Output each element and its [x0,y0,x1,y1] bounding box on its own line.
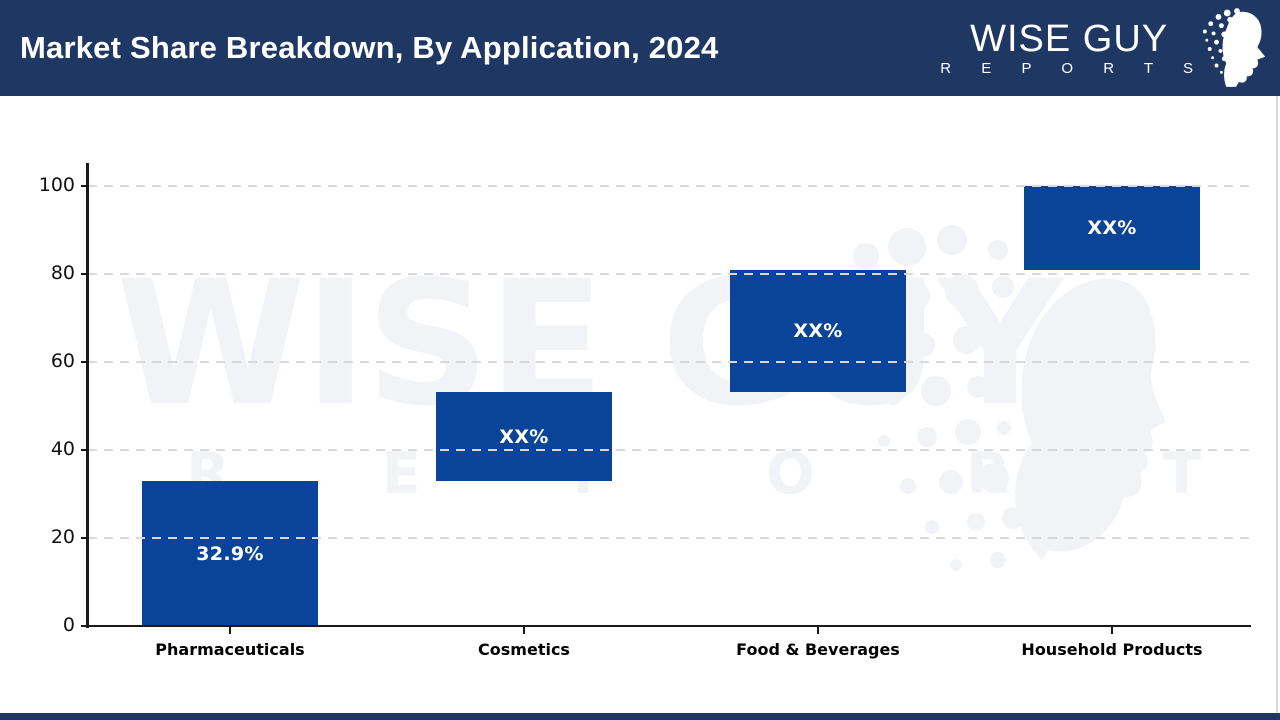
ytick-mark-80 [81,273,88,275]
gridline-100 [88,185,1251,187]
ytick-mark-20 [81,537,88,539]
category-label-food-beverages: Food & Beverages [736,640,900,659]
logo-text: WISE GUY R E P O R T S [932,20,1206,76]
bar-food-beverages: XX% [730,270,906,392]
xtick-mark-cosmetics [523,627,525,634]
category-label-household-products: Household Products [1021,640,1203,659]
footer-bar [0,713,1280,720]
gridline-60 [88,361,1251,363]
ytick-label-60: 60 [50,350,75,372]
bar-value-label: XX% [793,319,843,342]
category-label-pharmaceuticals: Pharmaceuticals [155,640,305,659]
xtick-mark-household-products [1111,627,1113,634]
y-axis-spine [86,163,89,628]
xtick-mark-pharmaceuticals [229,627,231,634]
bar-value-label: XX% [1087,217,1137,240]
header-bar: Market Share Breakdown, By Application, … [0,0,1280,96]
ytick-label-20: 20 [50,526,75,548]
bar-cosmetics: XX% [436,391,612,482]
gridline-40 [88,449,1251,451]
ytick-mark-100 [81,185,88,187]
ytick-mark-40 [81,449,88,451]
chart-title: Market Share Breakdown, By Application, … [20,30,719,65]
ytick-label-100: 100 [38,174,75,196]
wise-guy-reports-logo: WISE GUY R E P O R T S [932,8,1280,88]
logo-wiseguy-label: WISE GUY [970,18,1169,60]
logo-head-icon [1202,8,1266,87]
category-label-cosmetics: Cosmetics [478,640,570,659]
plot-right-border [1276,96,1278,713]
bar-household-products: XX% [1024,186,1200,271]
ytick-label-0: 0 [62,614,75,636]
xtick-mark-food-beverages [817,627,819,634]
x-axis-spine [86,624,1251,627]
ytick-mark-60 [81,361,88,363]
bar-value-label: XX% [499,425,549,448]
bar-value-label: 32.9% [196,542,264,565]
logo-reports-label: R E P O R T S [940,60,1206,77]
bar-pharmaceuticals: 32.9% [142,481,318,626]
ytick-mark-0 [81,625,88,627]
ytick-label-40: 40 [50,438,75,460]
ytick-label-80: 80 [50,262,75,284]
gridline-20 [88,537,1251,539]
gridline-80 [88,273,1251,275]
